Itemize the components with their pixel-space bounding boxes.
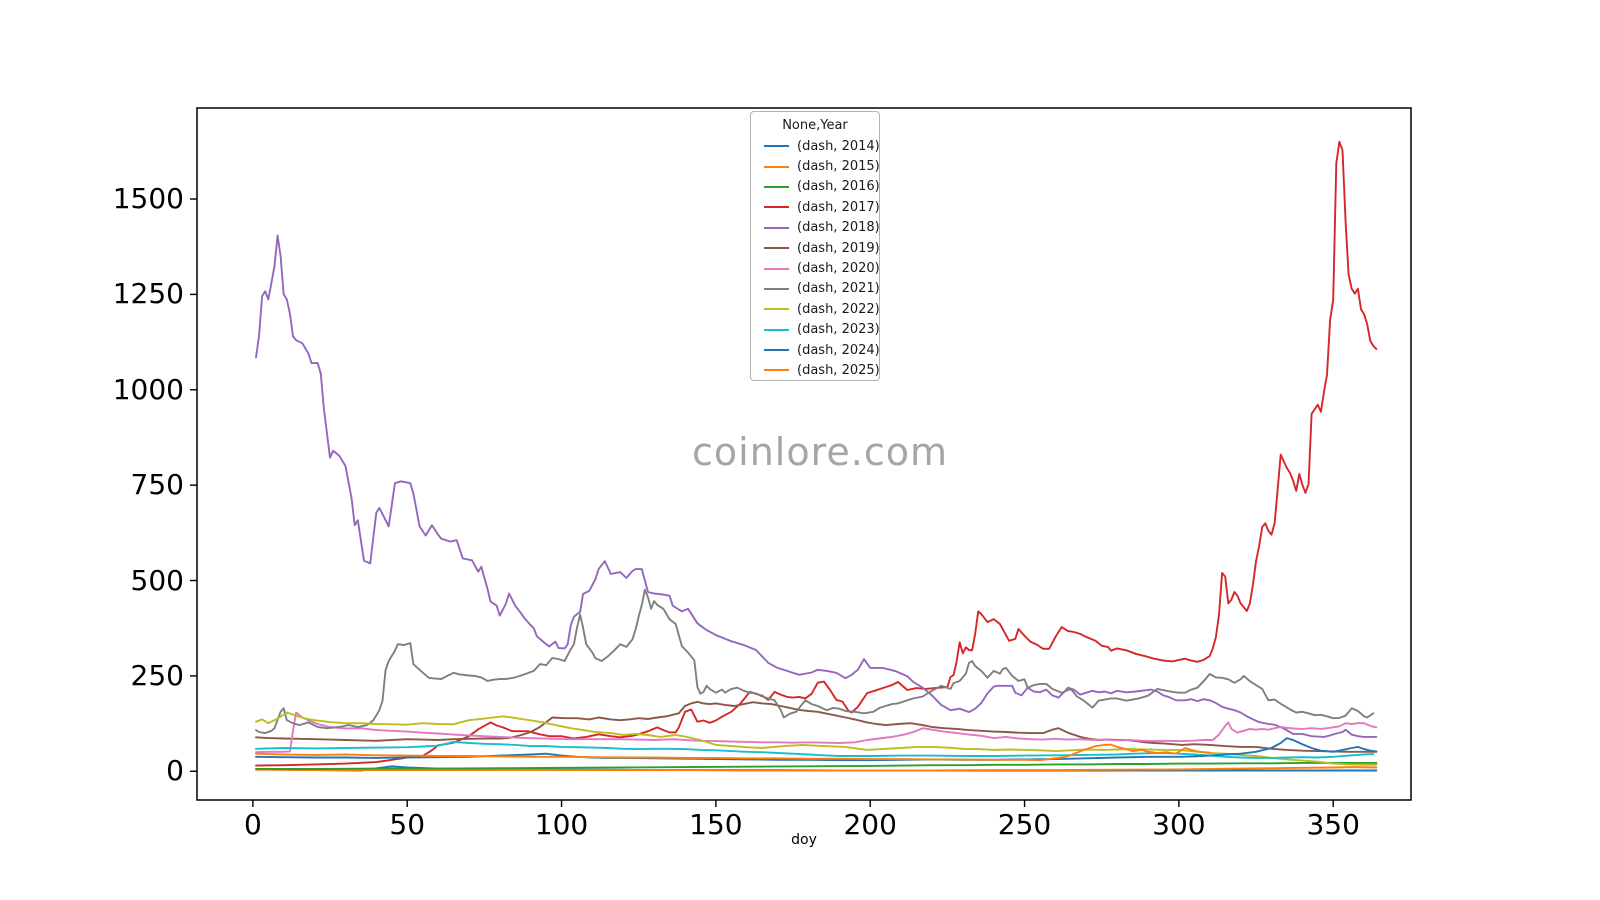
- series-line-dash-2024: [255, 737, 1378, 762]
- x-axis-tick-label: 350: [1306, 808, 1360, 841]
- legend-item-label: (dash, 2025): [797, 362, 880, 378]
- series-line-dash-2019: [255, 700, 1378, 753]
- legend-item: (dash, 2022): [751, 299, 880, 319]
- series-line-dash-2020: [255, 711, 1378, 754]
- y-axis-tick-label: 1500: [112, 182, 184, 216]
- legend-line-swatch: [764, 247, 789, 250]
- x-axis-tick-label: 100: [534, 808, 589, 841]
- series-line-dash-2015: [255, 766, 1378, 772]
- legend-line-swatch: [764, 287, 789, 290]
- legend-item-label: (dash, 2014): [797, 138, 880, 154]
- legend-line-swatch: [764, 206, 789, 209]
- legend-item-label: (dash, 2022): [797, 301, 880, 317]
- legend-items: (dash, 2014) (dash, 2015) (dash, 2016) (das…: [751, 136, 880, 381]
- legend-item: (dash, 2015): [751, 156, 880, 176]
- series-line-dash-2017: [255, 140, 1378, 767]
- x-axis-tick-label: 150: [689, 808, 743, 841]
- legend-item-label: (dash, 2018): [797, 220, 880, 236]
- legend-line-swatch: [764, 145, 789, 148]
- x-axis-tick-label: 300: [1152, 808, 1206, 841]
- legend-line-swatch: [764, 328, 789, 331]
- legend-item-label: (dash, 2020): [797, 261, 880, 277]
- series-line-dash-2018: [255, 234, 1378, 738]
- legend-item: (dash, 2021): [751, 279, 880, 299]
- series-line-dash-2016: [255, 761, 1378, 770]
- legend-line-swatch: [764, 308, 789, 311]
- series-line-dash-2021: [255, 588, 1375, 735]
- y-axis-tick-label: 1000: [112, 372, 184, 406]
- plot-border: [196, 107, 1412, 801]
- x-axis-tick-label: 250: [997, 808, 1052, 841]
- legend-item: (dash, 2016): [751, 177, 880, 197]
- y-axis-tick-label: 0: [166, 754, 184, 788]
- legend-item: (dash, 2014): [751, 136, 880, 156]
- legend-item: (dash, 2024): [751, 340, 880, 360]
- legend-item-label: (dash, 2021): [797, 281, 880, 297]
- watermark: coinlore.com: [692, 430, 948, 474]
- legend: None,Year (dash, 2014) (dash, 2015) (dash,…: [750, 111, 880, 381]
- legend-line-swatch: [764, 349, 789, 352]
- legend-item: (dash, 2019): [751, 238, 880, 258]
- legend-item: (dash, 2017): [751, 197, 880, 217]
- legend-line-swatch: [764, 185, 789, 188]
- legend-line-swatch: [764, 267, 789, 270]
- legend-item-label: (dash, 2024): [797, 342, 880, 358]
- series-line-dash-2025: [255, 743, 1211, 762]
- x-axis-tick-label: 50: [389, 808, 426, 841]
- x-axis-tick-label: 200: [843, 808, 897, 841]
- x-axis-tick-label: 0: [243, 808, 262, 841]
- legend-item: (dash, 2025): [751, 360, 880, 380]
- series-line-dash-2023: [255, 740, 1375, 759]
- x-axis-label: doy: [791, 832, 817, 848]
- y-axis-tick-label: 1250: [112, 277, 184, 311]
- y-axis-tick-label: 750: [130, 468, 184, 502]
- legend-line-swatch: [764, 226, 789, 229]
- legend-item: (dash, 2023): [751, 320, 880, 340]
- legend-item-label: (dash, 2017): [797, 199, 880, 215]
- legend-title: None,Year: [782, 118, 848, 133]
- legend-item-label: (dash, 2019): [797, 240, 880, 256]
- legend-item-label: (dash, 2023): [797, 322, 880, 338]
- legend-item-label: (dash, 2015): [797, 159, 880, 175]
- legend-item: (dash, 2018): [751, 218, 880, 238]
- legend-item-label: (dash, 2016): [797, 179, 880, 195]
- legend-line-swatch: [764, 369, 789, 372]
- legend-item: (dash, 2020): [751, 258, 880, 278]
- y-axis-tick-label: 250: [130, 658, 184, 692]
- y-axis-tick-label: 500: [130, 563, 184, 597]
- legend-line-swatch: [764, 165, 789, 168]
